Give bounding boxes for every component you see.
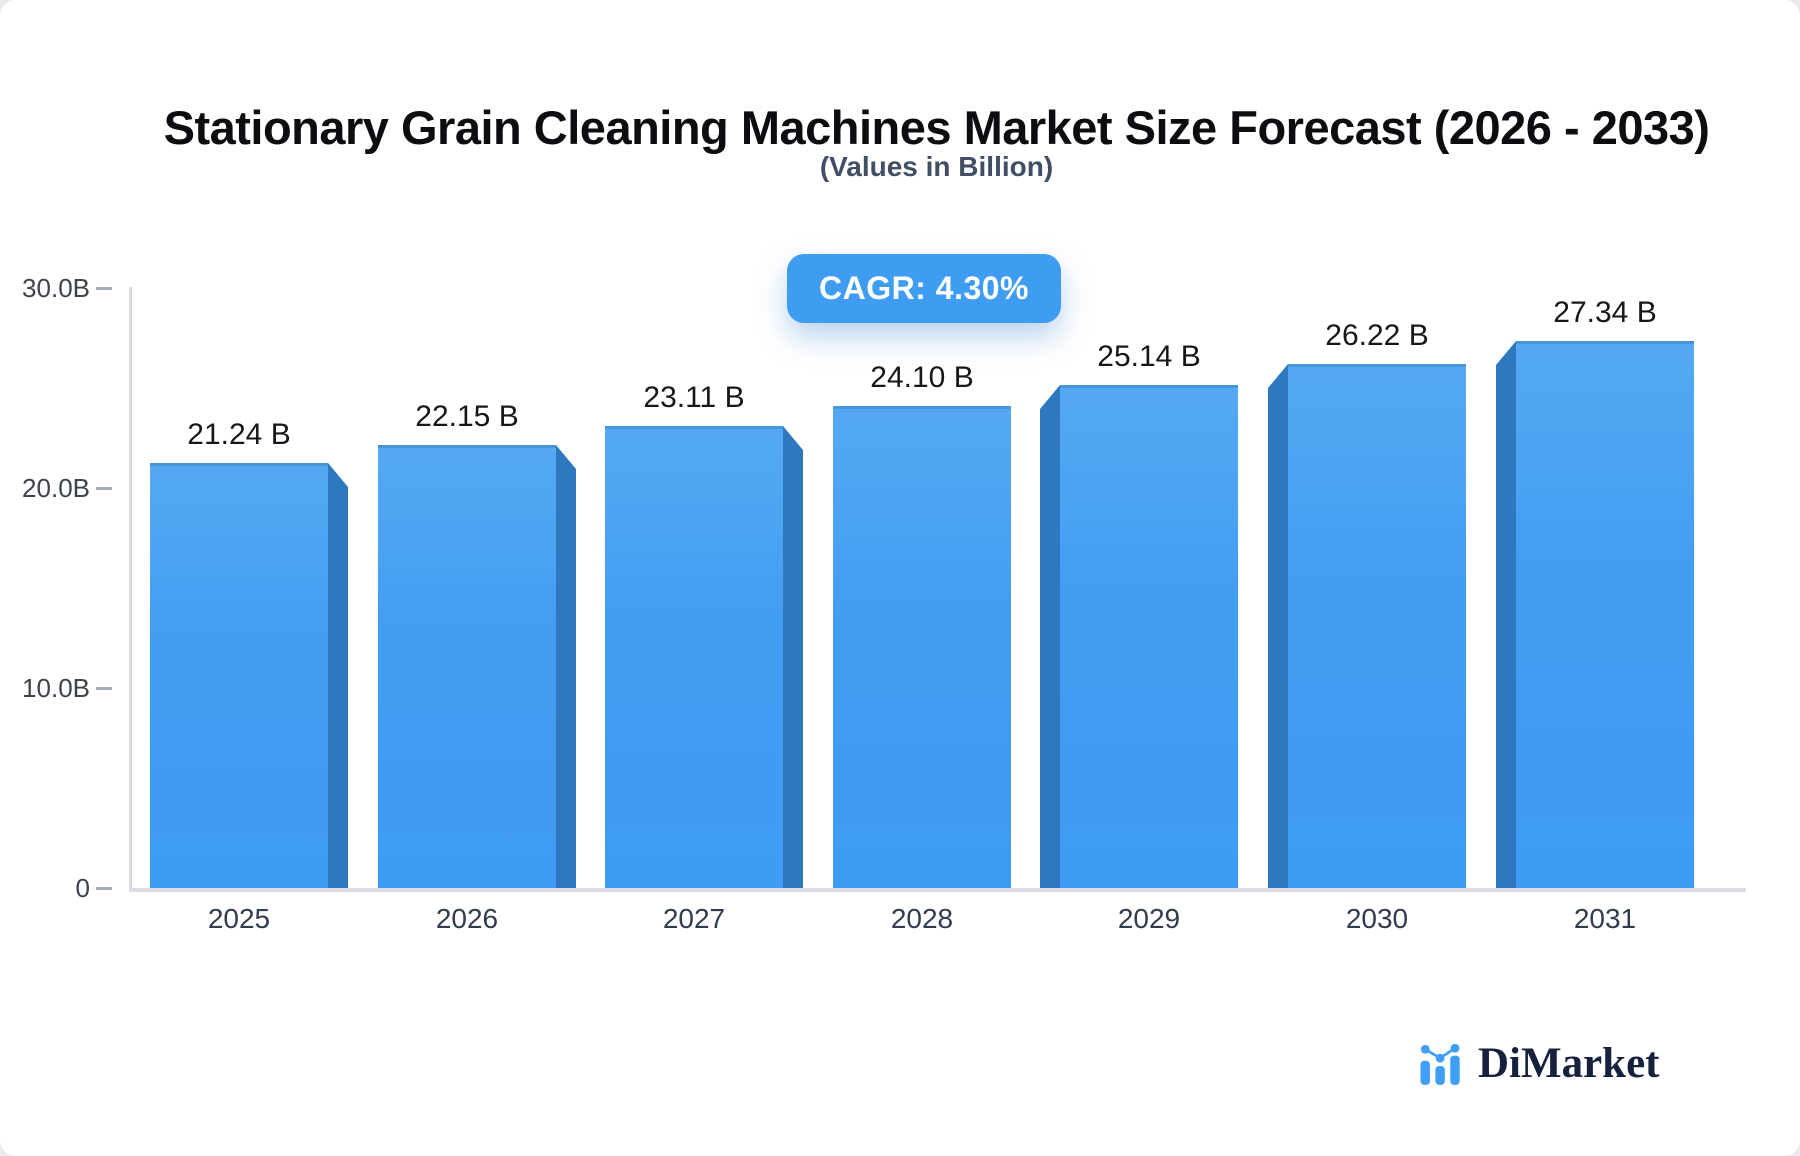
y-axis-tick: [96, 687, 112, 690]
bar-2028[interactable]: [833, 406, 1011, 888]
bar-2029[interactable]: [1060, 385, 1238, 888]
bar-side-panel-2026: [556, 445, 576, 888]
bar-chart-logo-icon: [1420, 1044, 1460, 1085]
bar-side-panel-2031: [1496, 341, 1516, 888]
bar-2031[interactable]: [1516, 341, 1694, 888]
y-axis-tick: [96, 487, 112, 490]
x-axis-label-2031: 2031: [1573, 903, 1637, 934]
x-axis-label-2026: 2026: [435, 903, 499, 934]
x-axis-label-2029: 2029: [1117, 903, 1181, 934]
logo-text: DiMarket: [1478, 1040, 1660, 1087]
bar-value-label-2025: 21.24 B: [187, 418, 291, 451]
bar-value-label-2026: 22.15 B: [415, 400, 519, 433]
y-axis-tick-label: 10.0B: [22, 673, 90, 703]
y-axis-tick-label: 30.0B: [22, 273, 90, 303]
bar-value-label-2029: 25.14 B: [1097, 340, 1201, 373]
x-axis-baseline: [129, 888, 1746, 892]
y-axis-tick-label: 0: [75, 873, 90, 903]
chart-title: Stationary Grain Cleaning Machines Marke…: [163, 101, 1710, 154]
dimarket-logo: DiMarket: [1420, 1040, 1660, 1088]
bar-value-label-2028: 24.10 B: [870, 361, 974, 394]
cagr-badge-label: CAGR: 4.30%: [819, 270, 1029, 306]
x-axis-label-2028: 2028: [890, 903, 954, 934]
bar-side-panel-2027: [783, 426, 803, 888]
x-axis-label-2025: 2025: [207, 903, 271, 934]
y-axis-tick-label: 20.0B: [22, 473, 90, 503]
y-axis-tick: [96, 887, 112, 890]
bar-2025[interactable]: [150, 463, 328, 888]
bar-side-panel-2029: [1040, 385, 1060, 888]
x-axis-label-2030: 2030: [1345, 903, 1409, 934]
bar-2026[interactable]: [378, 445, 556, 888]
bar-value-label-2030: 26.22 B: [1325, 319, 1429, 352]
chart-subtitle: (Values in Billion): [819, 151, 1054, 182]
y-axis-tick: [96, 287, 112, 290]
x-axis-label-2027: 2027: [662, 903, 726, 934]
y-axis-line: [129, 287, 132, 890]
bar-value-label-2027: 23.11 B: [643, 381, 745, 414]
bar-value-label-2031: 27.34 B: [1553, 296, 1657, 329]
bar-side-panel-2025: [328, 463, 348, 888]
bar-2027[interactable]: [605, 426, 783, 888]
bar-side-panel-2030: [1268, 364, 1288, 888]
cagr-badge: CAGR: 4.30%: [787, 254, 1061, 323]
bar-2030[interactable]: [1288, 364, 1466, 888]
